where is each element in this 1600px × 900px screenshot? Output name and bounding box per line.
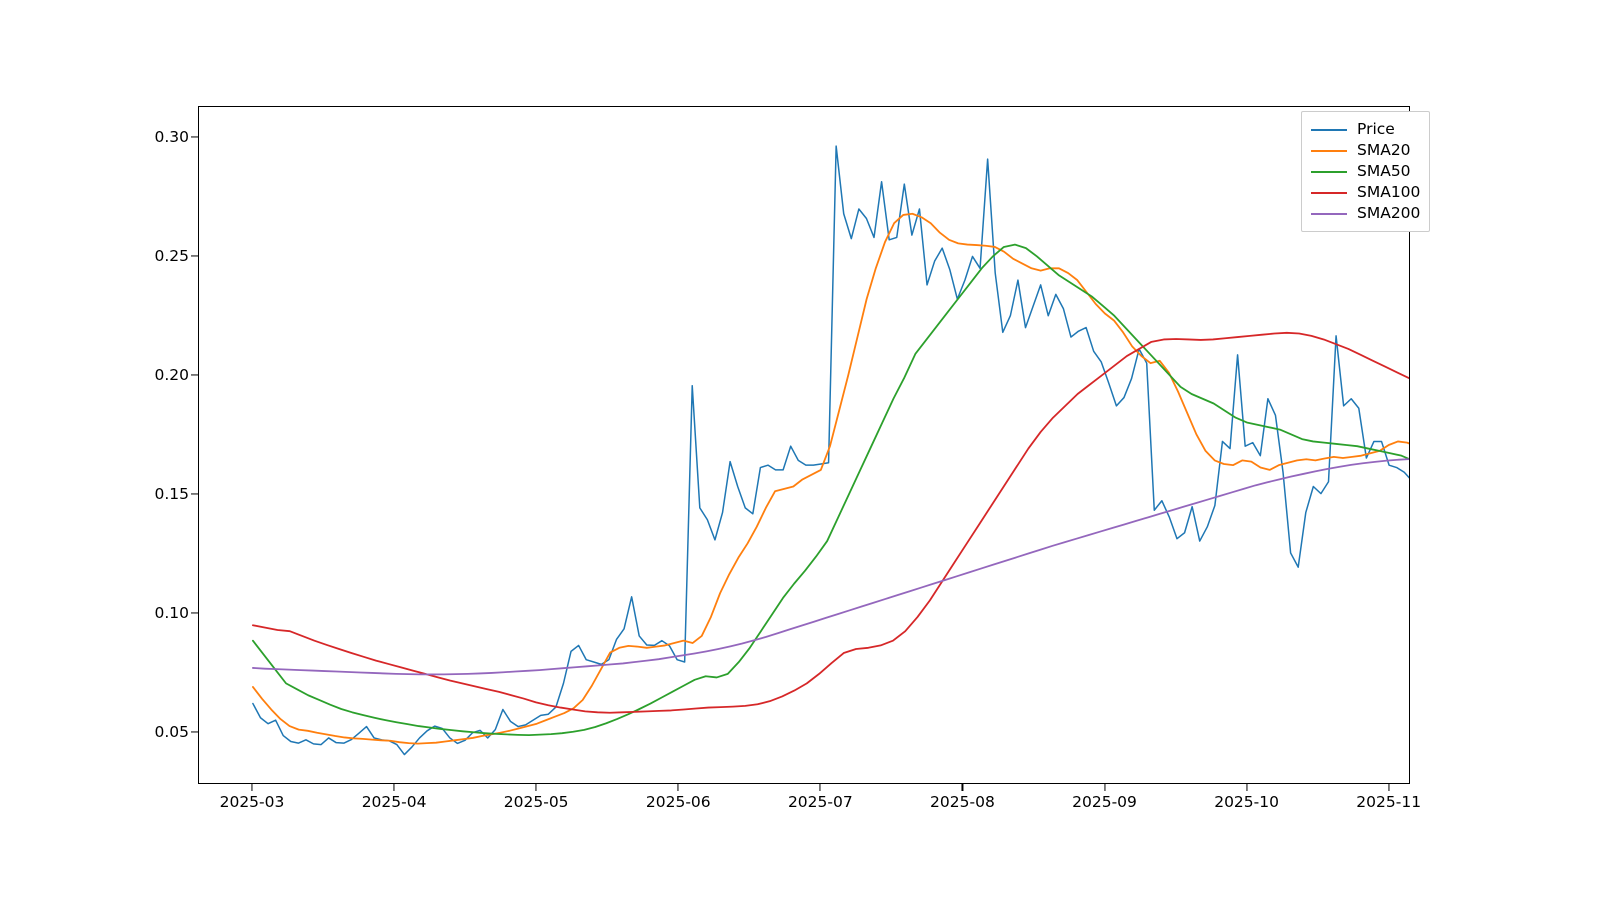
y-tick-label: 0.20 [154, 365, 189, 384]
x-tick-label: 2025-11 [1356, 793, 1422, 811]
y-tick-label: 0.05 [154, 722, 189, 741]
legend-label: SMA50 [1357, 161, 1411, 180]
legend-color-swatch [1311, 149, 1347, 152]
y-tick-mark [191, 136, 198, 138]
series-line-sma50 [253, 245, 1409, 736]
y-tick-mark [191, 612, 198, 614]
x-tick-label: 2025-09 [1072, 793, 1137, 811]
legend-color-swatch [1311, 170, 1347, 173]
x-tick-label: 2025-06 [645, 793, 711, 811]
legend-item-sma200[interactable]: SMA200 [1311, 203, 1420, 224]
plot-lines [199, 107, 1409, 783]
x-tick-mark [819, 784, 821, 791]
legend-color-swatch [1311, 212, 1347, 215]
x-tick-mark [1246, 784, 1248, 791]
plot-axes [198, 106, 1410, 784]
y-tick-label: 0.30 [154, 127, 189, 146]
legend-item-sma20[interactable]: SMA20 [1311, 140, 1420, 161]
series-line-price [253, 146, 1409, 754]
series-line-sma20 [253, 214, 1409, 744]
chart-legend: Price SMA20 SMA50 SMA100 SMA200 [1301, 111, 1431, 232]
y-tick-mark [191, 374, 198, 376]
x-tick-label: 2025-10 [1214, 793, 1279, 811]
y-tick-label: 0.25 [154, 246, 189, 265]
y-tick-label: 0.10 [154, 603, 189, 622]
x-tick-mark [677, 784, 679, 791]
legend-color-swatch [1311, 128, 1347, 131]
legend-label: SMA200 [1357, 203, 1421, 222]
legend-item-sma50[interactable]: SMA50 [1311, 161, 1420, 182]
x-tick-mark [1103, 784, 1106, 791]
legend-label: Price [1357, 119, 1395, 138]
x-tick-mark [393, 784, 395, 791]
x-tick-mark [1388, 784, 1390, 791]
x-tick-label: 2025-08 [930, 793, 995, 811]
legend-item-price[interactable]: Price [1311, 119, 1420, 140]
y-tick-mark [191, 731, 198, 733]
x-tick-mark [251, 784, 253, 791]
y-tick-mark [191, 255, 198, 257]
legend-label: SMA100 [1357, 182, 1421, 201]
legend-label: SMA20 [1357, 140, 1411, 159]
x-tick-mark [961, 784, 963, 791]
series-line-sma100 [253, 333, 1409, 713]
legend-item-sma100[interactable]: SMA100 [1311, 182, 1420, 203]
x-tick-label: 2025-05 [503, 793, 569, 811]
y-tick-mark [191, 493, 198, 495]
x-tick-label: 2025-04 [361, 793, 427, 811]
x-tick-mark [535, 784, 537, 791]
legend-color-swatch [1311, 191, 1347, 194]
y-tick-label: 0.15 [154, 484, 189, 503]
x-tick-label: 2025-07 [787, 793, 853, 811]
series-line-sma200 [253, 458, 1409, 674]
x-tick-label: 2025-03 [219, 793, 285, 811]
